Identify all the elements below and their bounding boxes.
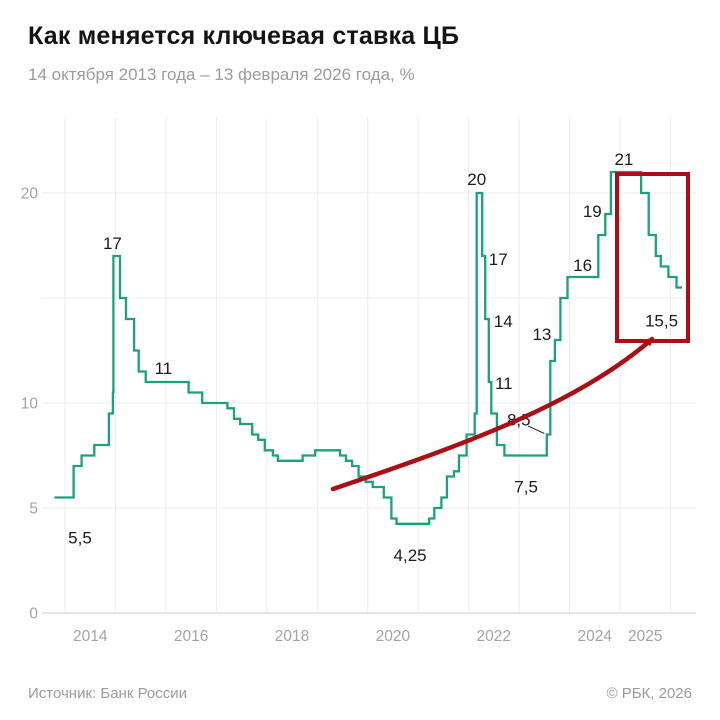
y-axis-label: 10 (21, 396, 39, 413)
source-label: Источник: Банк России (28, 685, 188, 702)
annotation-label: 15,5 (645, 312, 678, 331)
annotation-label: 16 (573, 256, 592, 275)
x-axis-label: 2020 (376, 628, 411, 645)
annotation-label: 11 (155, 359, 173, 378)
x-axis-label: 2016 (174, 628, 208, 645)
annotation-label: 21 (614, 150, 633, 169)
page-title: Как меняется ключевая ставка ЦБ (28, 22, 460, 50)
y-axis-label: 0 (29, 606, 38, 623)
copyright-label: © РБК, 2026 (606, 685, 692, 702)
annotation-label: 17 (489, 250, 508, 269)
y-axis-label: 20 (21, 186, 39, 203)
annotation-label: 5,5 (68, 529, 92, 548)
annotation-label: 4,25 (394, 546, 427, 565)
x-axis-label: 2024 (577, 628, 612, 645)
rate-step-line (54, 170, 682, 525)
trend-arrow (330, 336, 655, 492)
chart-header: Как меняется ключевая ставка ЦБ 14 октяб… (28, 22, 692, 85)
annotation-label: 11 (495, 374, 513, 393)
chart-footer: Источник: Банк России © РБК, 2026 (28, 685, 692, 702)
annotation-label: 19 (583, 202, 602, 221)
annotation-label: 20 (467, 170, 486, 189)
x-axis-label: 2014 (73, 628, 108, 645)
page-subtitle: 14 октября 2013 года – 13 февраля 2026 г… (28, 65, 415, 84)
x-axis-label: 2022 (477, 628, 511, 645)
annotation-label: 17 (103, 234, 122, 253)
y-axis-label: 5 (29, 501, 38, 518)
annotation-label: 7,5 (514, 478, 538, 497)
x-axis-label: 2018 (275, 628, 309, 645)
annotation-label: 13 (532, 325, 551, 344)
x-axis-label: 2025 (628, 628, 662, 645)
annotation-pointer-line (527, 425, 545, 434)
annotation-label: 14 (494, 312, 513, 331)
